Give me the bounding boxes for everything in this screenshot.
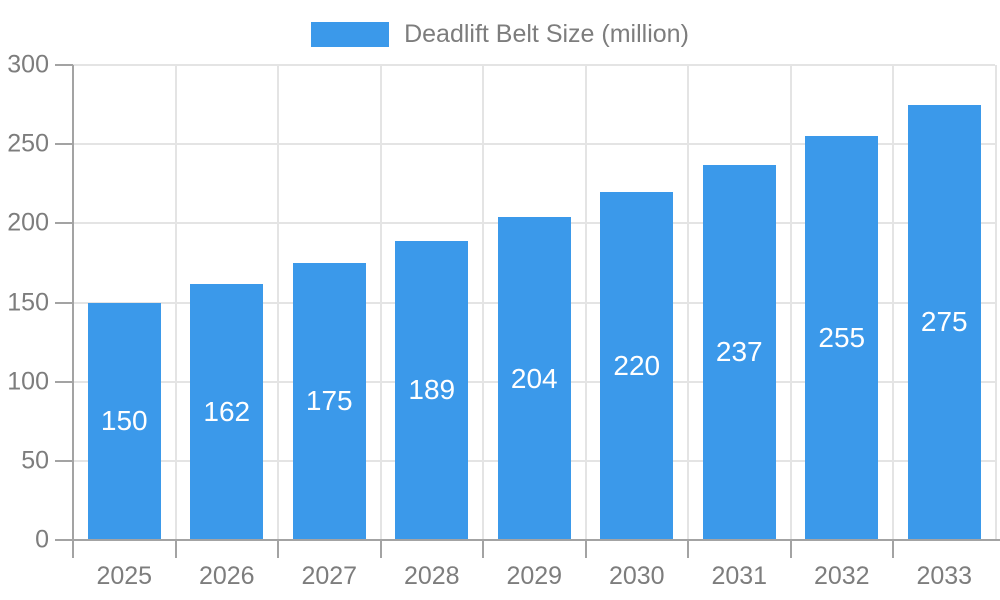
h-gridline — [73, 143, 995, 146]
y-tick-label: 150 — [7, 288, 49, 316]
bar-2030[interactable]: 220 — [600, 191, 674, 540]
bar-value-label: 275 — [920, 306, 968, 338]
x-tick-mark — [174, 540, 177, 558]
y-tick-mark — [55, 459, 73, 462]
bar-value-label: 237 — [715, 336, 763, 368]
x-tick-mark — [277, 540, 279, 558]
v-gridline — [789, 65, 792, 540]
bar-value-label: 162 — [203, 395, 251, 427]
x-tick-mark — [789, 540, 792, 558]
y-tick-label: 200 — [7, 208, 49, 237]
x-tick-label: 2027 — [301, 562, 358, 590]
y-tick-label: 300 — [7, 50, 49, 79]
y-tick-mark — [55, 143, 73, 146]
y-tick-label: 50 — [21, 446, 49, 475]
bar-2033[interactable]: 275 — [907, 104, 981, 540]
x-tick-label: 2026 — [198, 562, 255, 590]
bar-2032[interactable]: 255 — [805, 136, 879, 540]
h-gridline — [73, 64, 995, 66]
y-tick-mark — [55, 539, 73, 541]
v-gridline — [687, 65, 689, 540]
v-gridline — [482, 65, 484, 540]
x-axis-line — [55, 539, 1000, 541]
x-tick-label: 2033 — [916, 562, 973, 590]
bar-value-label: 255 — [818, 322, 866, 354]
y-tick-mark — [55, 301, 73, 304]
bar-value-label: 150 — [100, 405, 148, 437]
y-tick-mark — [55, 64, 73, 66]
x-tick-label: 2031 — [711, 562, 768, 590]
bar-2025[interactable]: 150 — [87, 302, 161, 540]
legend-label: Deadlift Belt Size (million) — [404, 20, 689, 48]
x-tick-mark — [72, 540, 74, 558]
x-tick-mark — [687, 540, 689, 558]
y-tick-mark — [55, 380, 73, 383]
y-axis-line — [72, 65, 74, 558]
bar-2031[interactable]: 237 — [702, 164, 776, 540]
x-tick-mark — [584, 540, 587, 558]
x-tick-label: 2032 — [813, 562, 870, 590]
bar-value-label: 204 — [510, 362, 558, 394]
plot-area: 150 162 175 189 204 220 237 255 275 0 50 100 150 200 2… — [7, 51, 1000, 590]
v-gridline — [994, 65, 997, 540]
x-tick-mark — [482, 540, 484, 558]
v-gridline — [584, 65, 587, 540]
bar-value-label: 220 — [613, 349, 661, 381]
x-tick-mark — [379, 540, 382, 558]
x-tick-label: 2028 — [403, 562, 460, 590]
legend-swatch — [311, 22, 390, 47]
v-gridline — [174, 65, 177, 540]
v-gridline — [892, 65, 894, 540]
v-gridline — [379, 65, 382, 540]
y-tick-label: 0 — [35, 525, 49, 554]
legend-item[interactable]: Deadlift Belt Size (million) — [0, 20, 1000, 49]
bar-value-label: 189 — [408, 374, 456, 406]
x-tick-mark — [892, 540, 894, 558]
x-tick-label: 2029 — [506, 562, 563, 590]
y-tick-mark — [55, 222, 73, 225]
bar-2027[interactable]: 175 — [292, 262, 366, 540]
y-tick-label: 250 — [7, 129, 49, 158]
x-tick-label: 2025 — [96, 562, 153, 590]
v-gridline — [277, 65, 279, 540]
x-tick-label: 2030 — [608, 562, 665, 590]
bar-2029[interactable]: 204 — [497, 217, 571, 540]
bar-value-label: 175 — [305, 385, 353, 417]
y-tick-label: 100 — [7, 367, 49, 396]
bar-2028[interactable]: 189 — [395, 240, 469, 540]
bar-2026[interactable]: 162 — [190, 283, 264, 540]
